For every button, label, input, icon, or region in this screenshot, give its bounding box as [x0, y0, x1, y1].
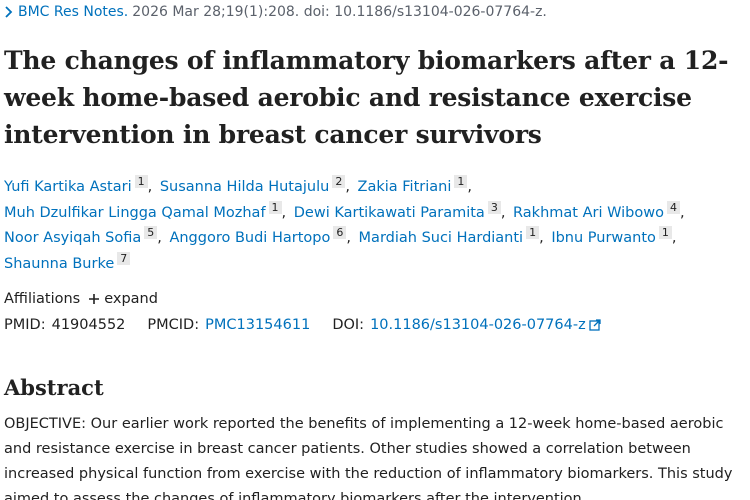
author-link[interactable]: Mardiah Suci Hardianti: [358, 230, 524, 246]
author-link[interactable]: Shaunna Burke: [4, 255, 115, 272]
author-link[interactable]: Ibnu Purwanto: [551, 230, 656, 246]
affiliation-number: 4: [666, 200, 680, 214]
pmid-label: PMID:: [4, 317, 46, 333]
author: Ibnu Purwanto 1: [551, 226, 680, 246]
affiliations-label: Affiliations: [4, 291, 81, 307]
author-link[interactable]: Muh Dzulfikar Lingga Qamal Mozhaf: [4, 204, 266, 221]
author-link[interactable]: Zakia Fitriani: [357, 179, 452, 195]
author: Mardiah Suci Hardianti 1: [358, 226, 547, 246]
affiliation-number: 1: [268, 200, 282, 214]
abstract-label: OBJECTIVE:: [4, 416, 87, 432]
expand-toggle[interactable]: expand: [88, 291, 158, 307]
author-link[interactable]: Yufi Kartika Astari: [4, 179, 132, 195]
expand-label: expand: [104, 291, 158, 307]
affiliations: Affiliations expand: [4, 291, 738, 307]
affiliation-number: 1: [658, 226, 672, 239]
external-link-icon: [589, 319, 601, 331]
abstract-heading: Abstract: [4, 375, 104, 400]
author: Anggoro Budi Hartopo 6: [169, 226, 354, 246]
pmid: 41904552: [51, 317, 126, 333]
author: Susanna Hilda Hutajulu 2: [159, 175, 353, 195]
plus-icon: [89, 294, 100, 304]
affiliation-number: 1: [526, 226, 540, 239]
article-title: The changes of inflammatory biomarkers a…: [4, 46, 729, 149]
affiliation-number: 2: [332, 175, 346, 188]
chevron-icon: [5, 6, 13, 18]
author: Yufi Kartika Astari 1: [4, 175, 155, 195]
identifiers: PMID: 41904552 PMCID: PMC13154611 DOI: 1…: [4, 317, 738, 333]
affiliation-number: 3: [487, 200, 501, 214]
affiliation-number: 5: [144, 226, 158, 239]
author: Shaunna Burke 7: [4, 251, 131, 272]
author: Zakia Fitriani 1: [357, 175, 475, 195]
author-link[interactable]: Anggoro Budi Hartopo: [169, 230, 331, 246]
affiliation-number: 1: [134, 175, 148, 188]
abstract-text: Our earlier work reported the benefits o…: [4, 416, 733, 500]
doi-link[interactable]: 10.1186/s13104-026-07764-z: [370, 317, 601, 333]
doi-label: DOI:: [332, 317, 365, 333]
author: Rakhmat Ari Wibowo 4: [513, 200, 688, 221]
pmcid-label: PMCID:: [147, 317, 200, 333]
author-link[interactable]: Noor Asyiqah Sofia: [4, 230, 142, 246]
abstract: OBJECTIVE: Our earlier work reported the…: [4, 412, 738, 500]
author-link[interactable]: Rakhmat Ari Wibowo: [513, 204, 664, 221]
doi: 10.1186/s13104-026-07764-z: [370, 317, 586, 333]
author: Dewi Kartikawati Paramita 3: [293, 200, 508, 221]
author-link[interactable]: Dewi Kartikawati Paramita: [293, 204, 485, 221]
author-link[interactable]: Susanna Hilda Hutajulu: [159, 179, 330, 195]
journal-link[interactable]: BMC Res Notes.: [18, 4, 129, 20]
author: Noor Asyiqah Sofia 5: [4, 226, 165, 246]
affiliation-number: 7: [117, 251, 131, 265]
pmcid-link[interactable]: PMC13154611: [205, 317, 311, 333]
citation: BMC Res Notes. 2026 Mar 28;19(1):208. do…: [4, 4, 738, 20]
affiliation-number: 6: [333, 226, 347, 239]
citation-details: 2026 Mar 28;19(1):208. doi: 10.1186/s131…: [132, 4, 547, 20]
author: Muh Dzulfikar Lingga Qamal Mozhaf 1: [4, 200, 289, 221]
affiliation-number: 1: [454, 175, 468, 188]
